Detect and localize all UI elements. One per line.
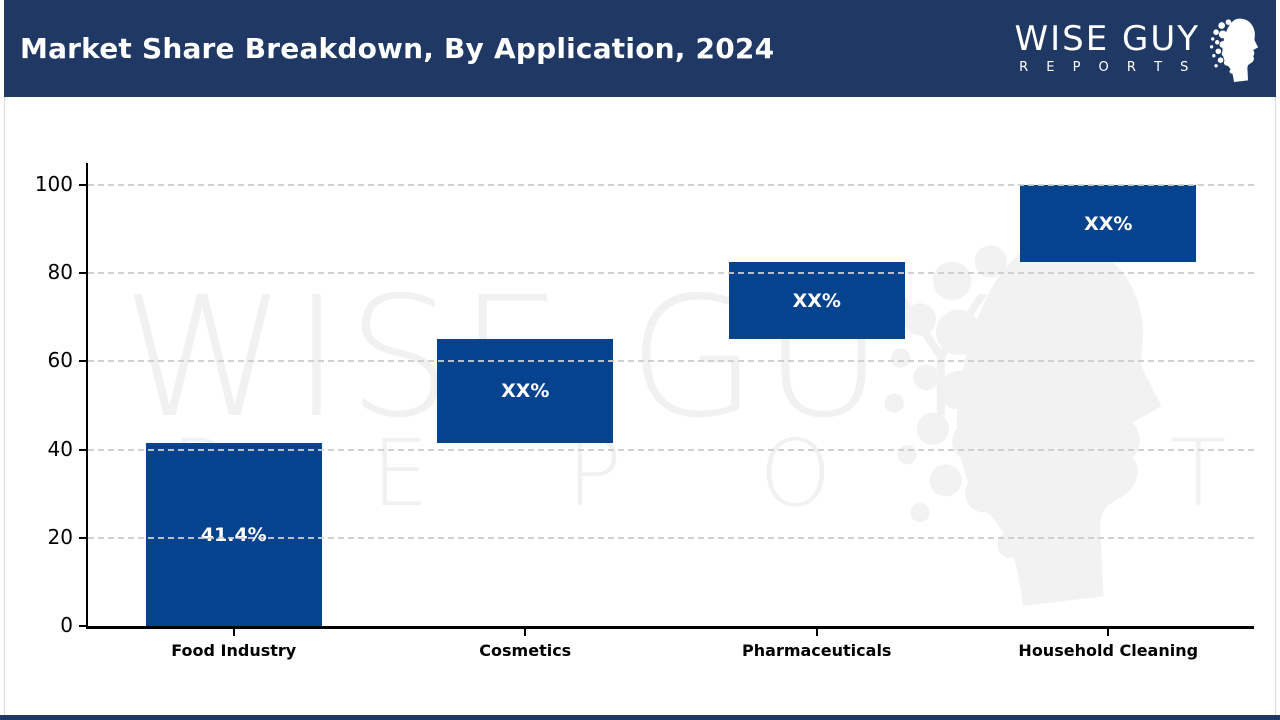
y-tick-label-40: 40 xyxy=(47,436,73,461)
gridline-80 xyxy=(88,272,1254,275)
watermark-head-icon xyxy=(884,241,1162,606)
y-tick-label-60: 60 xyxy=(47,348,73,373)
bar-pharmaceuticals: XX% xyxy=(728,262,905,340)
x-axis-spine xyxy=(86,626,1254,629)
brand-subname: R E P O R T S xyxy=(1019,59,1196,75)
bar-value-label: XX% xyxy=(501,380,550,403)
y-tick-label-20: 20 xyxy=(47,524,73,549)
gridline-100 xyxy=(88,184,1254,186)
bar-value-label: XX% xyxy=(1084,212,1133,235)
bar-value-label: 41.4% xyxy=(200,523,267,546)
x-tick-1 xyxy=(524,627,527,636)
bar-household-cleaning: XX% xyxy=(1020,185,1197,263)
page-frame xyxy=(4,97,1276,715)
y-tick-label-100: 100 xyxy=(34,172,73,196)
x-category-label-3: Household Cleaning xyxy=(1018,641,1199,660)
y-tick-20 xyxy=(79,536,88,539)
brand-logo-text: WISE GUY R E P O R T S xyxy=(1014,19,1200,75)
header-bar: Market Share Breakdown, By Application, … xyxy=(4,0,1276,97)
page-title: Market Share Breakdown, By Application, … xyxy=(20,32,775,65)
y-tick-0 xyxy=(79,625,88,627)
y-tick-label-80: 80 xyxy=(47,260,73,285)
y-tick-80 xyxy=(79,272,88,275)
y-tick-100 xyxy=(79,184,88,186)
x-category-label-0: Food Industry xyxy=(171,641,297,660)
x-tick-0 xyxy=(232,627,235,636)
bar-value-label: XX% xyxy=(792,289,841,312)
y-axis-spine xyxy=(86,163,88,628)
x-tick-3 xyxy=(1107,627,1110,636)
y-tick-40 xyxy=(79,448,88,451)
gridline-20 xyxy=(88,536,1254,539)
gridline-40 xyxy=(88,448,1254,451)
brand-name: WISE GUY xyxy=(1014,19,1200,60)
brand-logo: WISE GUY R E P O R T S xyxy=(1014,10,1276,88)
y-tick-label-0: 0 xyxy=(60,613,73,637)
x-category-label-2: Pharmaceuticals xyxy=(742,641,892,660)
x-category-label-1: Cosmetics xyxy=(479,641,572,660)
gridline-60 xyxy=(88,360,1254,363)
footer-bar xyxy=(0,715,1280,720)
y-tick-60 xyxy=(79,360,88,363)
bar-cosmetics: XX% xyxy=(437,339,614,444)
bar-food-industry: 41.4% xyxy=(145,443,322,626)
x-tick-2 xyxy=(815,627,818,636)
